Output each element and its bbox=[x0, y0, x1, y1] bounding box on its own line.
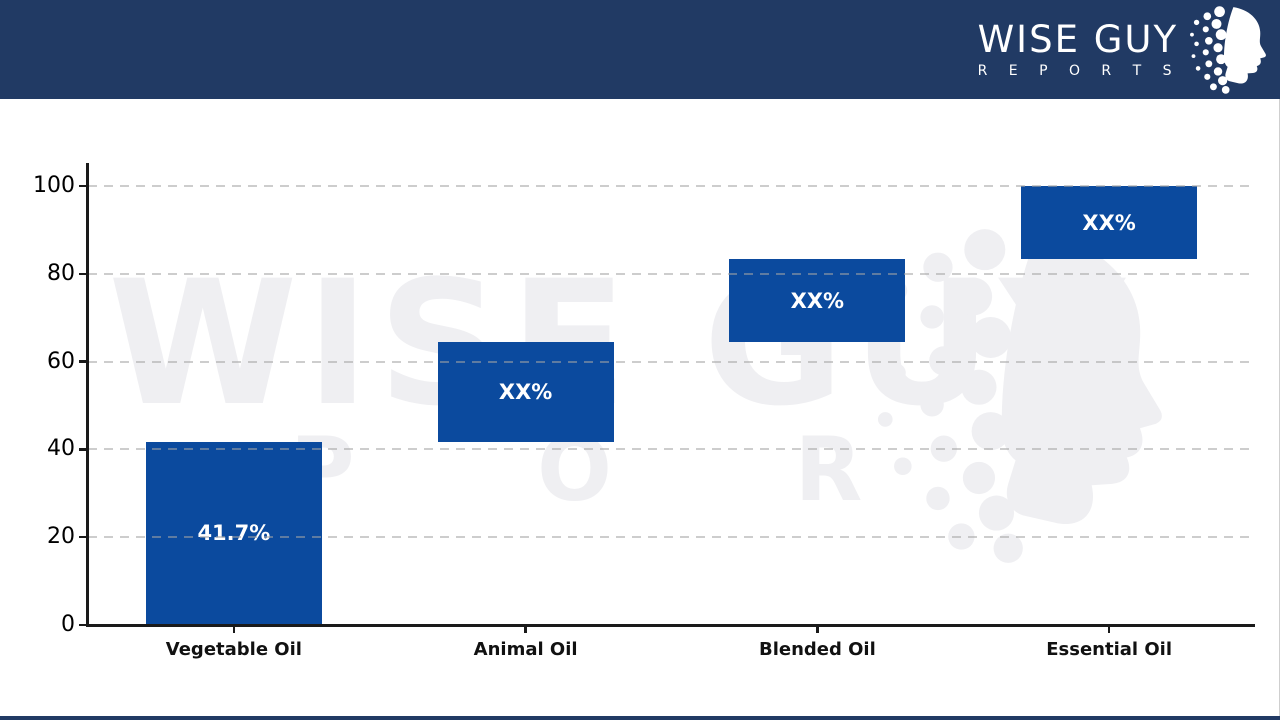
x-tick-animal-oil bbox=[524, 624, 527, 633]
y-tick-40 bbox=[79, 448, 88, 451]
x-tick-label-essential-oil: Essential Oil bbox=[1046, 639, 1172, 660]
x-tick-label-vegetable-oil: Vegetable Oil bbox=[165, 639, 302, 660]
x-tick-vegetable-oil bbox=[232, 624, 236, 633]
logo-text: WISE GUY R E P O R T S bbox=[977, 17, 1180, 80]
bar-blended-oil: XX% bbox=[729, 259, 906, 342]
x-axis-spine bbox=[86, 624, 1255, 627]
y-tick-label-20: 20 bbox=[47, 524, 75, 550]
header-banner bbox=[0, 0, 1280, 99]
bar-value-label: XX% bbox=[790, 288, 845, 313]
y-tick-label-80: 80 bbox=[47, 260, 75, 286]
y-tick-80 bbox=[79, 272, 88, 276]
y-tick-100 bbox=[79, 184, 88, 188]
logo-head-icon bbox=[1190, 5, 1266, 94]
footer-accent-bar bbox=[0, 716, 1280, 720]
x-tick-label-blended-oil: Blended Oil bbox=[758, 639, 876, 660]
bar-value-label: XX% bbox=[1082, 210, 1136, 235]
watermark-text-line1: WISE GUY bbox=[108, 243, 1133, 444]
bar-essential-oil: XX% bbox=[1021, 186, 1198, 260]
window-right-edge bbox=[1278, 99, 1280, 716]
logo-subtitle: R E P O R T S bbox=[977, 62, 1180, 79]
bar-animal-oil: XX% bbox=[437, 341, 614, 442]
bar-value-label: 41.7% bbox=[197, 521, 271, 546]
x-tick-blended-oil bbox=[816, 624, 819, 633]
y-tick-0 bbox=[79, 623, 88, 627]
y-tick-label-40: 40 bbox=[47, 436, 75, 462]
wise-guy-reports-logo: WISE GUY R E P O R T S bbox=[978, 2, 1274, 97]
y-tick-label-100: 100 bbox=[33, 173, 75, 198]
x-tick-label-animal-oil: Animal Oil bbox=[473, 639, 578, 660]
bar-vegetable-oil: 41.7% bbox=[145, 441, 322, 625]
y-tick-60 bbox=[79, 360, 88, 363]
bar-value-label: XX% bbox=[498, 379, 553, 404]
y-tick-label-60: 60 bbox=[47, 348, 75, 374]
y-axis-spine bbox=[86, 163, 89, 627]
logo-wordmark: WISE GUY bbox=[977, 17, 1179, 61]
y-tick-label-0: 0 bbox=[61, 612, 75, 637]
y-tick-20 bbox=[79, 535, 88, 539]
x-tick-essential-oil bbox=[1107, 624, 1111, 633]
